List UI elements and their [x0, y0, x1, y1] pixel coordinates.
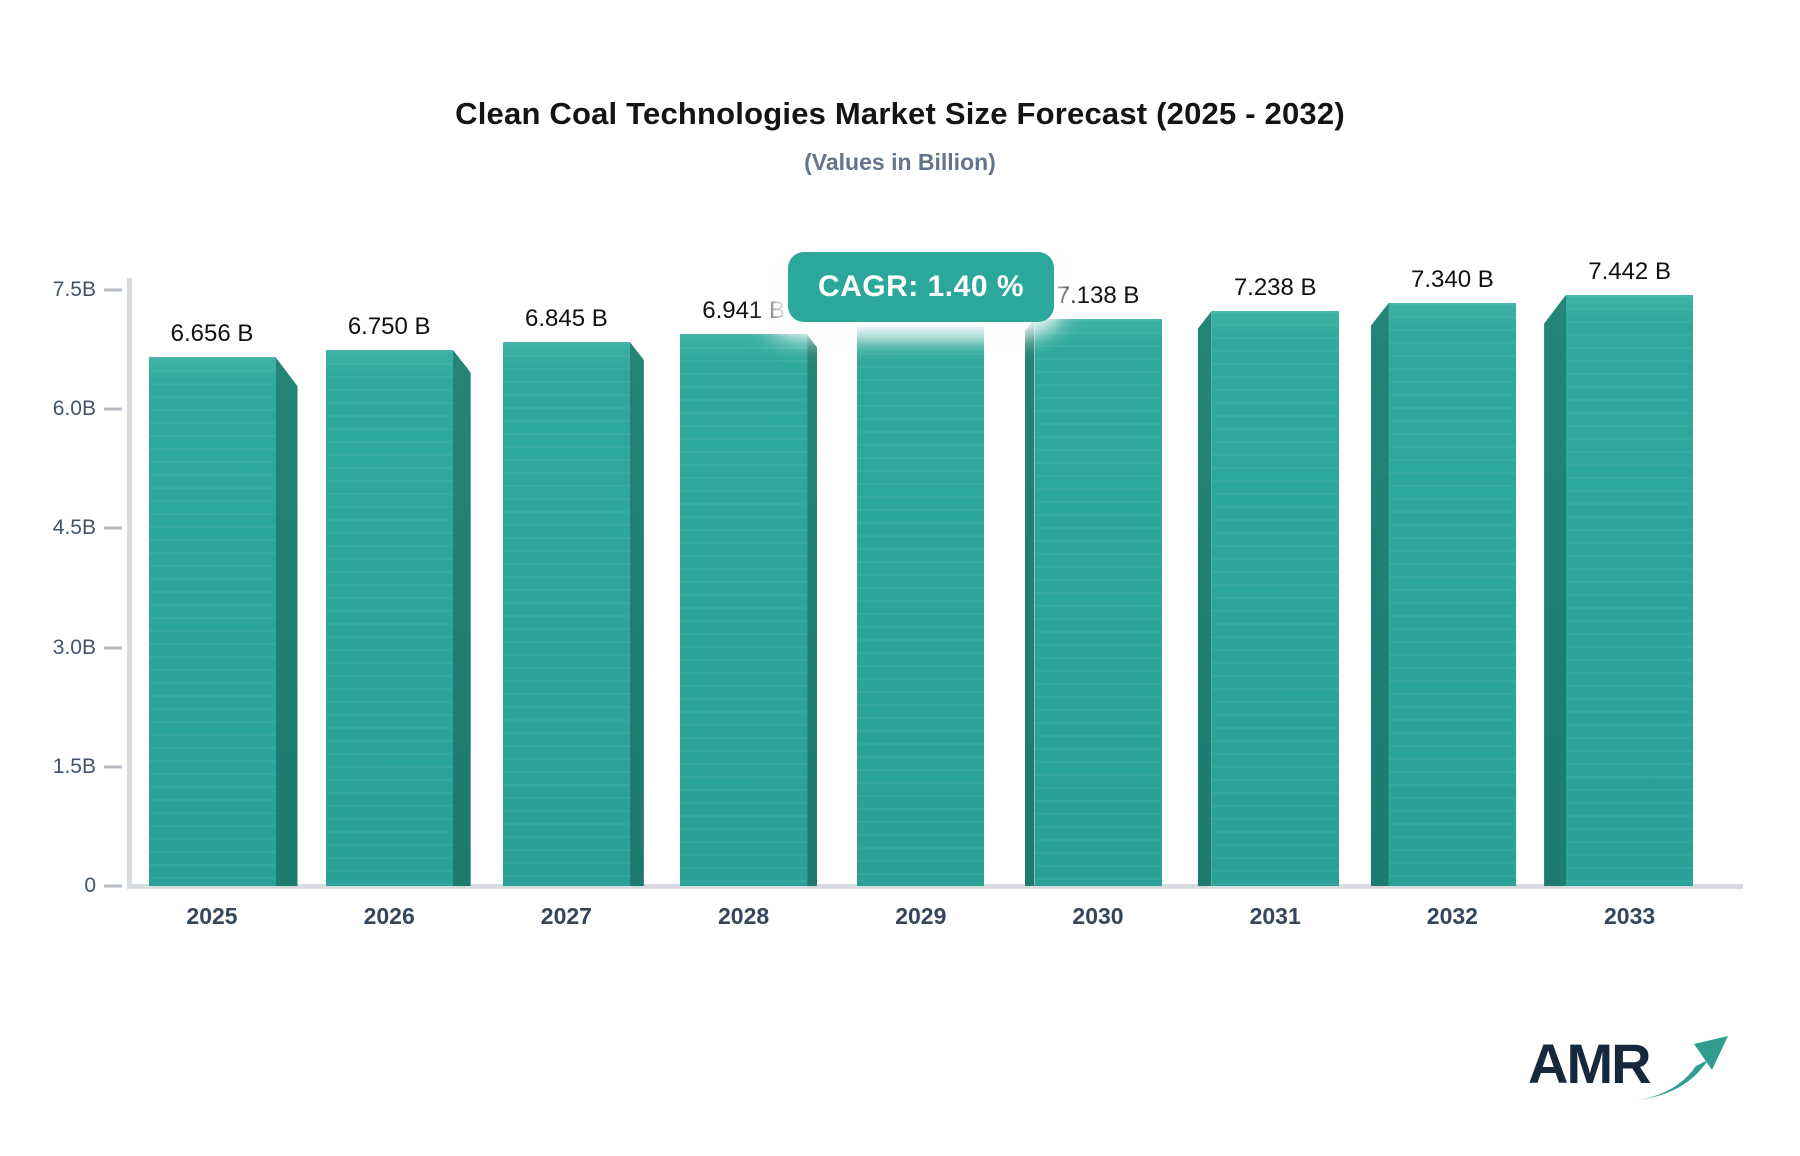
y-axis-tick-label: 4.5B: [52, 516, 96, 540]
bar-value-label: 6.656 B: [170, 320, 254, 348]
bar-side-face: [1024, 318, 1035, 886]
amr-logo: AMR: [1528, 1028, 1732, 1108]
bar-side-face: [1370, 302, 1389, 886]
chart-subtitle: (Values in Billion): [804, 149, 996, 175]
y-axis-tick-label: 1.5B: [52, 754, 96, 778]
x-axis-tick-label: 2027: [540, 903, 592, 929]
x-axis-tick-label: 2026: [363, 903, 415, 929]
y-axis-tick-label: 7.5B: [52, 278, 96, 301]
bar-side-face: [1544, 294, 1567, 886]
chart-title: Clean Coal Technologies Market Size Fore…: [455, 96, 1345, 131]
bar: [680, 334, 808, 886]
y-axis-tick-label: 3.0B: [52, 635, 96, 659]
x-axis-tick-label: 2025: [186, 903, 238, 929]
cagr-badge: CAGR: 1.40 %: [788, 252, 1054, 322]
bar: [1211, 310, 1339, 887]
y-axis-tick-mark: [104, 407, 122, 411]
bar-side-face: [1197, 310, 1212, 886]
bar-value-label: 7.340 B: [1411, 265, 1494, 293]
x-axis-tick-label: 2028: [718, 903, 770, 929]
x-axis-tick-label: 2032: [1426, 903, 1478, 929]
y-axis-tick-mark: [104, 526, 122, 530]
bar-value-label: 7.138 B: [1056, 281, 1140, 309]
bar-side-face: [275, 357, 298, 886]
growth-arrow-icon: [1637, 1036, 1728, 1100]
y-axis-tick-label: 6.0B: [52, 397, 96, 421]
bar-value-label: 7.238 B: [1233, 273, 1317, 301]
bar: [1034, 318, 1162, 887]
bar: [502, 342, 630, 886]
bar: [1566, 294, 1694, 887]
y-axis-tick-mark: [104, 884, 122, 888]
x-axis-line: [127, 884, 1743, 889]
bar: [857, 326, 985, 887]
bar: [148, 357, 276, 886]
bar-value-label: 6.845 B: [525, 305, 608, 333]
y-axis-tick-mark: [104, 288, 122, 292]
amr-logo-text: AMR: [1528, 1032, 1652, 1095]
bar-value-label: 7.442 B: [1588, 257, 1671, 285]
y-axis-line: [127, 278, 132, 888]
y-axis-tick-mark: [104, 765, 122, 769]
bar-side-face: [807, 334, 818, 886]
bar: [325, 349, 453, 887]
x-axis-tick-label: 2030: [1072, 903, 1124, 929]
bar-value-label: 6.750 B: [347, 312, 431, 340]
x-axis-tick-label: 2033: [1604, 903, 1656, 929]
bar-value-label: 6.941 B: [702, 297, 785, 325]
y-axis-tick-mark: [104, 646, 122, 650]
x-axis-tick-label: 2031: [1249, 903, 1301, 929]
x-axis-tick-label: 2029: [895, 903, 947, 929]
y-axis-tick-label: 0: [84, 874, 96, 897]
bar-side-face: [452, 349, 471, 886]
bar-side-face: [629, 342, 644, 886]
bar: [1388, 302, 1516, 887]
